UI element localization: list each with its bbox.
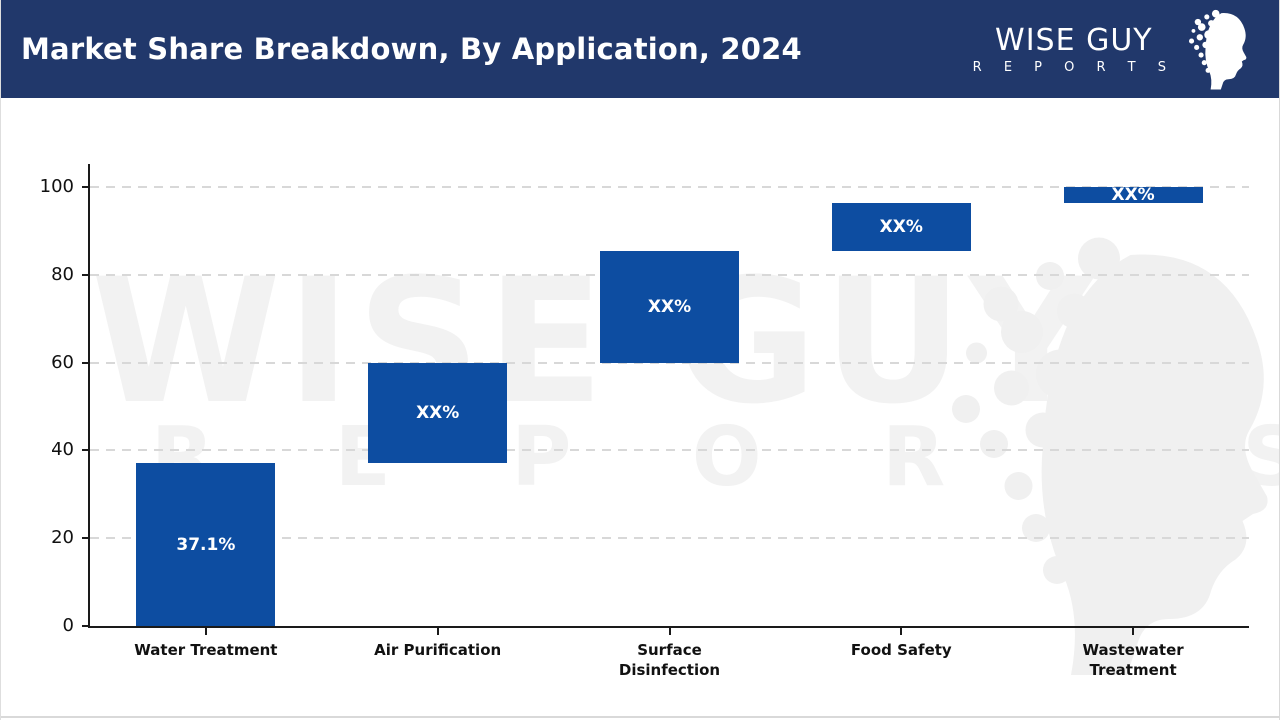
bar-value-label: XX% bbox=[647, 296, 692, 317]
x-tick-label-4: Wastewater Treatment bbox=[1082, 641, 1184, 679]
x-tick-0 bbox=[204, 628, 207, 635]
y-tick-label-20: 20 bbox=[51, 527, 74, 549]
report-title: Market Share Breakdown, By Application, … bbox=[21, 32, 802, 66]
y-tick-label-0: 0 bbox=[62, 615, 74, 636]
y-tick-label-80: 80 bbox=[51, 263, 74, 285]
x-tick-label-2: Surface Disinfection bbox=[618, 641, 721, 679]
logo-text: WISE GUY R E P O R T S bbox=[972, 23, 1175, 76]
logo-wordmark: WISE GUY bbox=[995, 23, 1153, 58]
y-tick-100 bbox=[82, 186, 89, 188]
gridline-20 bbox=[90, 537, 1249, 540]
x-tick-4 bbox=[1132, 628, 1135, 635]
bar-surface-disinfection: XX% bbox=[600, 251, 739, 363]
x-tick-3 bbox=[900, 628, 903, 635]
y-tick-80 bbox=[82, 273, 89, 276]
y-tick-label-100: 100 bbox=[39, 176, 74, 197]
bar-food-safety: XX% bbox=[831, 202, 971, 252]
y-tick-40 bbox=[82, 449, 89, 452]
bar-value-label: XX% bbox=[879, 216, 923, 237]
x-tick-1 bbox=[436, 628, 439, 635]
bar-air-purification: XX% bbox=[368, 362, 508, 464]
watermark-subtitle: R E P O R T S bbox=[151, 410, 1280, 505]
bar-wastewater-treatment: XX% bbox=[1063, 184, 1203, 205]
x-tick-label-3: Food Safety bbox=[850, 641, 952, 659]
logo-subtitle: R E P O R T S bbox=[972, 60, 1175, 75]
gridline-40 bbox=[90, 449, 1249, 452]
bar-value-label: XX% bbox=[416, 402, 460, 423]
y-tick-60 bbox=[82, 361, 89, 364]
watermark-wordmark: WISE GUY bbox=[91, 241, 1100, 442]
x-axis-spine bbox=[88, 626, 1249, 628]
y-tick-label-40: 40 bbox=[51, 439, 74, 461]
bottom-border bbox=[1, 716, 1279, 718]
bar-water-treatment: 37.1% bbox=[136, 463, 276, 626]
wiseguy-head-icon bbox=[1189, 9, 1247, 90]
y-tick-label-60: 60 bbox=[51, 351, 74, 373]
bar-value-label: 37.1% bbox=[176, 534, 236, 555]
chart-area: WISE GUY R E P O R T S 37.1% Water Treatm… bbox=[1, 98, 1280, 720]
gridline-100 bbox=[90, 186, 1249, 188]
wiseguy-logo: WISE GUY R E P O R T S bbox=[973, 6, 1263, 92]
gridline-60 bbox=[90, 361, 1249, 364]
y-axis-spine bbox=[88, 164, 90, 628]
y-tick-20 bbox=[82, 537, 89, 540]
x-tick-2 bbox=[668, 628, 671, 635]
bar-value-label: XX% bbox=[1111, 184, 1155, 205]
x-tick-label-1: Air Purification bbox=[374, 641, 502, 659]
report-header: Market Share Breakdown, By Application, … bbox=[1, 0, 1279, 98]
y-tick-0 bbox=[82, 625, 89, 627]
x-tick-label-0: Water Treatment bbox=[134, 641, 278, 659]
